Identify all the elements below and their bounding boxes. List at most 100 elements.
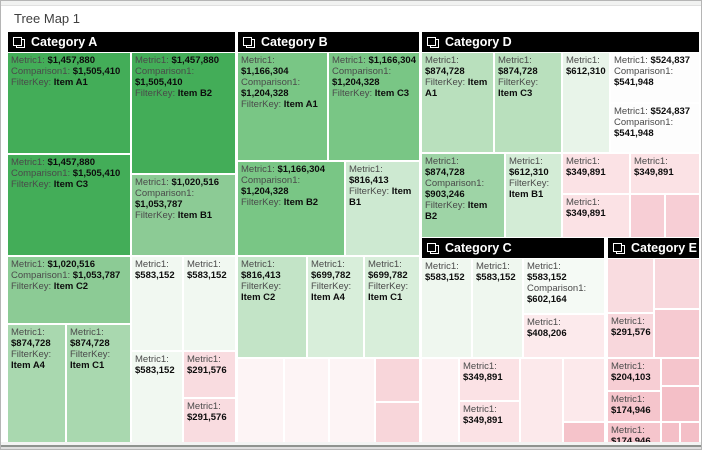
treemap-cell[interactable] <box>662 423 679 444</box>
treemap-cell-item-c1[interactable]: Metric1: $874,728 FilterKey: Item C1 <box>67 325 130 444</box>
category-header-category-e[interactable]: Category E <box>608 238 699 258</box>
category-header-category-b[interactable]: Category B <box>238 32 419 52</box>
treemap-cell[interactable]: Metric1: $291,576 <box>184 352 235 397</box>
treemap-cell-item-c3[interactable]: Metric1: $1,166,304 Comparison1: $1,204,3… <box>329 53 419 160</box>
filterkey-line: FilterKey: Item B1 <box>349 186 416 208</box>
category-header-category-a[interactable]: Category A <box>8 32 235 52</box>
treemap-cell[interactable] <box>681 423 699 444</box>
treemap-cell[interactable] <box>631 195 664 237</box>
treemap-cell[interactable] <box>285 359 328 444</box>
comparison-line-label: Comparison1: <box>11 66 73 77</box>
treemap: Category A Metric1: $1,457,880 Comparison1… <box>8 32 699 444</box>
treemap-cell[interactable]: Metric1: $349,891 <box>460 402 519 444</box>
metric-line-value: $874,728 <box>11 338 51 349</box>
metric-line: Metric1: $583,152 <box>187 259 232 281</box>
comparison-line-label: Comparison1: <box>241 77 301 88</box>
filterkey-line-value: Item C2 <box>241 292 276 303</box>
treemap-cell[interactable]: Metric1: $291,576 <box>608 314 653 357</box>
treemap-cell[interactable]: Metric1: $583,152 <box>473 259 522 357</box>
comparison-line-value: $541,948 <box>614 128 654 139</box>
treemap-cell[interactable]: Metric1: $204,103 <box>608 359 660 390</box>
treemap-cell[interactable]: Metric1: $583,152 <box>132 257 182 350</box>
metric-line-label: Metric1: <box>241 164 278 175</box>
drilldown-icon-front-square <box>613 242 622 252</box>
metric-line-label: Metric1: <box>135 55 172 66</box>
comparison-line-label: Comparison1: <box>614 66 674 77</box>
treemap-cell[interactable] <box>521 359 562 444</box>
treemap-cell[interactable]: Metric1: $583,152 <box>184 257 235 350</box>
treemap-cell-item-c2[interactable]: Metric1: $816,413 FilterKey: Item C2 <box>238 257 306 357</box>
metric-line-label: Metric1: <box>425 156 459 167</box>
treemap-cell-item-c2[interactable]: Metric1: $1,020,516 Comparison1: $1,053,7… <box>8 257 130 323</box>
comparison-line: Comparison1: $1,204,328 <box>332 66 416 88</box>
treemap-cell[interactable] <box>608 259 653 312</box>
treemap-cell[interactable]: Metric1: $349,891 <box>563 195 629 237</box>
treemap-cell[interactable]: Metric1: $174,946 <box>608 423 660 444</box>
metric-line: Metric1: $524,837 <box>614 106 696 117</box>
filterkey-line-value: Item C2 <box>53 281 89 292</box>
metric-line-label: Metric1: <box>11 259 48 270</box>
filterkey-line-value: Item C3 <box>53 179 89 190</box>
treemap-cell[interactable] <box>662 359 699 385</box>
drilldown-icon-front-square <box>427 242 436 252</box>
filterkey-line-value: Item C3 <box>374 88 410 99</box>
drilldown-icon <box>13 36 25 48</box>
metric-line: Metric1: $1,020,516 <box>135 177 232 188</box>
treemap-cell[interactable] <box>655 310 699 357</box>
comparison-line-value: $541,948 <box>614 77 654 88</box>
filterkey-line-value: Item B1 <box>509 189 544 200</box>
treemap-cell[interactable] <box>662 387 699 421</box>
category-header-category-c[interactable]: Category C <box>422 238 604 258</box>
comparison-line-value: $1,053,787 <box>72 270 121 281</box>
treemap-cell[interactable]: Metric1: $349,891 <box>460 359 519 400</box>
treemap-cell-item-a1[interactable]: Metric1: $1,166,304 Comparison1: $1,204,3… <box>238 53 327 160</box>
treemap-cell-item-a1[interactable]: Metric1: $1,457,880 Comparison1: $1,505,4… <box>8 53 130 153</box>
metric-line-label: Metric1: <box>527 317 561 328</box>
treemap-cell[interactable]: Metric1: $583,152 Comparison1: $602,164 <box>524 259 604 313</box>
treemap-cell-item-a4[interactable]: Metric1: $874,728 FilterKey: Item A4 <box>8 325 65 444</box>
metric-line-label: Metric1: <box>368 259 402 270</box>
filterkey-line: FilterKey: Item C1 <box>368 281 416 303</box>
treemap-cell[interactable] <box>564 359 604 421</box>
treemap-cell[interactable] <box>564 423 604 444</box>
treemap-cell-item-b1[interactable]: Metric1: $1,020,516 Comparison1: $1,053,7… <box>132 175 235 255</box>
treemap-cell[interactable]: Metric1: $612,310 <box>563 53 609 152</box>
metric-line-label: Metric1: <box>187 354 221 365</box>
category-header-category-d[interactable]: Category D <box>422 32 699 52</box>
treemap-cell[interactable]: Metric1: $524,837 Comparison1: $541,948 <box>611 53 699 102</box>
treemap-cell[interactable]: Metric1: $291,576 <box>184 399 235 444</box>
treemap-cell-item-a1[interactable]: Metric1: $874,728 FilterKey: Item A1 <box>422 53 493 152</box>
treemap-cell-item-a4[interactable]: Metric1: $699,782 FilterKey: Item A4 <box>308 257 363 357</box>
treemap-cell[interactable]: Metric1: $349,891 <box>631 154 699 193</box>
treemap-cell[interactable] <box>422 359 458 444</box>
filterkey-line-label: FilterKey: <box>135 210 178 221</box>
treemap-cell[interactable] <box>655 259 699 308</box>
metric-line-value: $1,166,304 <box>277 164 325 175</box>
comparison-line-label: Comparison1: <box>135 66 195 77</box>
comparison-line: Comparison1: $903,246 <box>425 178 501 200</box>
filterkey-line: FilterKey: Item B2 <box>241 197 341 208</box>
filterkey-line-value: Item B2 <box>177 88 213 99</box>
treemap-cell-item-c1[interactable]: Metric1: $699,782 FilterKey: Item C1 <box>365 257 419 357</box>
treemap-cell[interactable] <box>666 195 699 237</box>
treemap-cell[interactable]: Metric1: $583,152 <box>422 259 471 357</box>
treemap-cell-item-c3[interactable]: Metric1: $874,728 FilterKey: Item C3 <box>495 53 561 152</box>
treemap-cell[interactable] <box>330 359 374 444</box>
bottom-border-dark <box>1 445 701 447</box>
treemap-cell[interactable]: Metric1: $349,891 <box>563 154 629 193</box>
treemap-cell[interactable]: Metric1: $583,152 <box>132 352 182 444</box>
metric-line-value: $524,837 <box>650 106 691 117</box>
treemap-cell-item-b2[interactable]: Metric1: $1,166,304 Comparison1: $1,204,3… <box>238 162 344 255</box>
treemap-cell[interactable] <box>376 359 419 401</box>
treemap-cell[interactable]: Metric1: $524,837 Comparison1: $541,948 <box>611 104 699 152</box>
treemap-cell[interactable]: Metric1: $174,946 <box>608 392 660 421</box>
treemap-cell-item-b1[interactable]: Metric1: $816,413 FilterKey: Item B1 <box>346 162 419 255</box>
treemap-cell-item-c3[interactable]: Metric1: $1,457,880 Comparison1: $1,505,4… <box>8 155 130 255</box>
treemap-cell[interactable] <box>376 403 419 444</box>
treemap-cell-item-b2[interactable]: Metric1: $1,457,880 Comparison1: $1,505,4… <box>132 53 235 173</box>
comparison-line-value: $1,204,328 <box>241 186 289 197</box>
treemap-cell-item-b1[interactable]: Metric1: $612,310 FilterKey: Item B1 <box>506 154 561 237</box>
treemap-cell-item-b2[interactable]: Metric1: $874,728 Comparison1: $903,246 Fi… <box>422 154 504 237</box>
treemap-cell[interactable] <box>238 359 283 444</box>
treemap-cell[interactable]: Metric1: $408,206 <box>524 315 604 357</box>
